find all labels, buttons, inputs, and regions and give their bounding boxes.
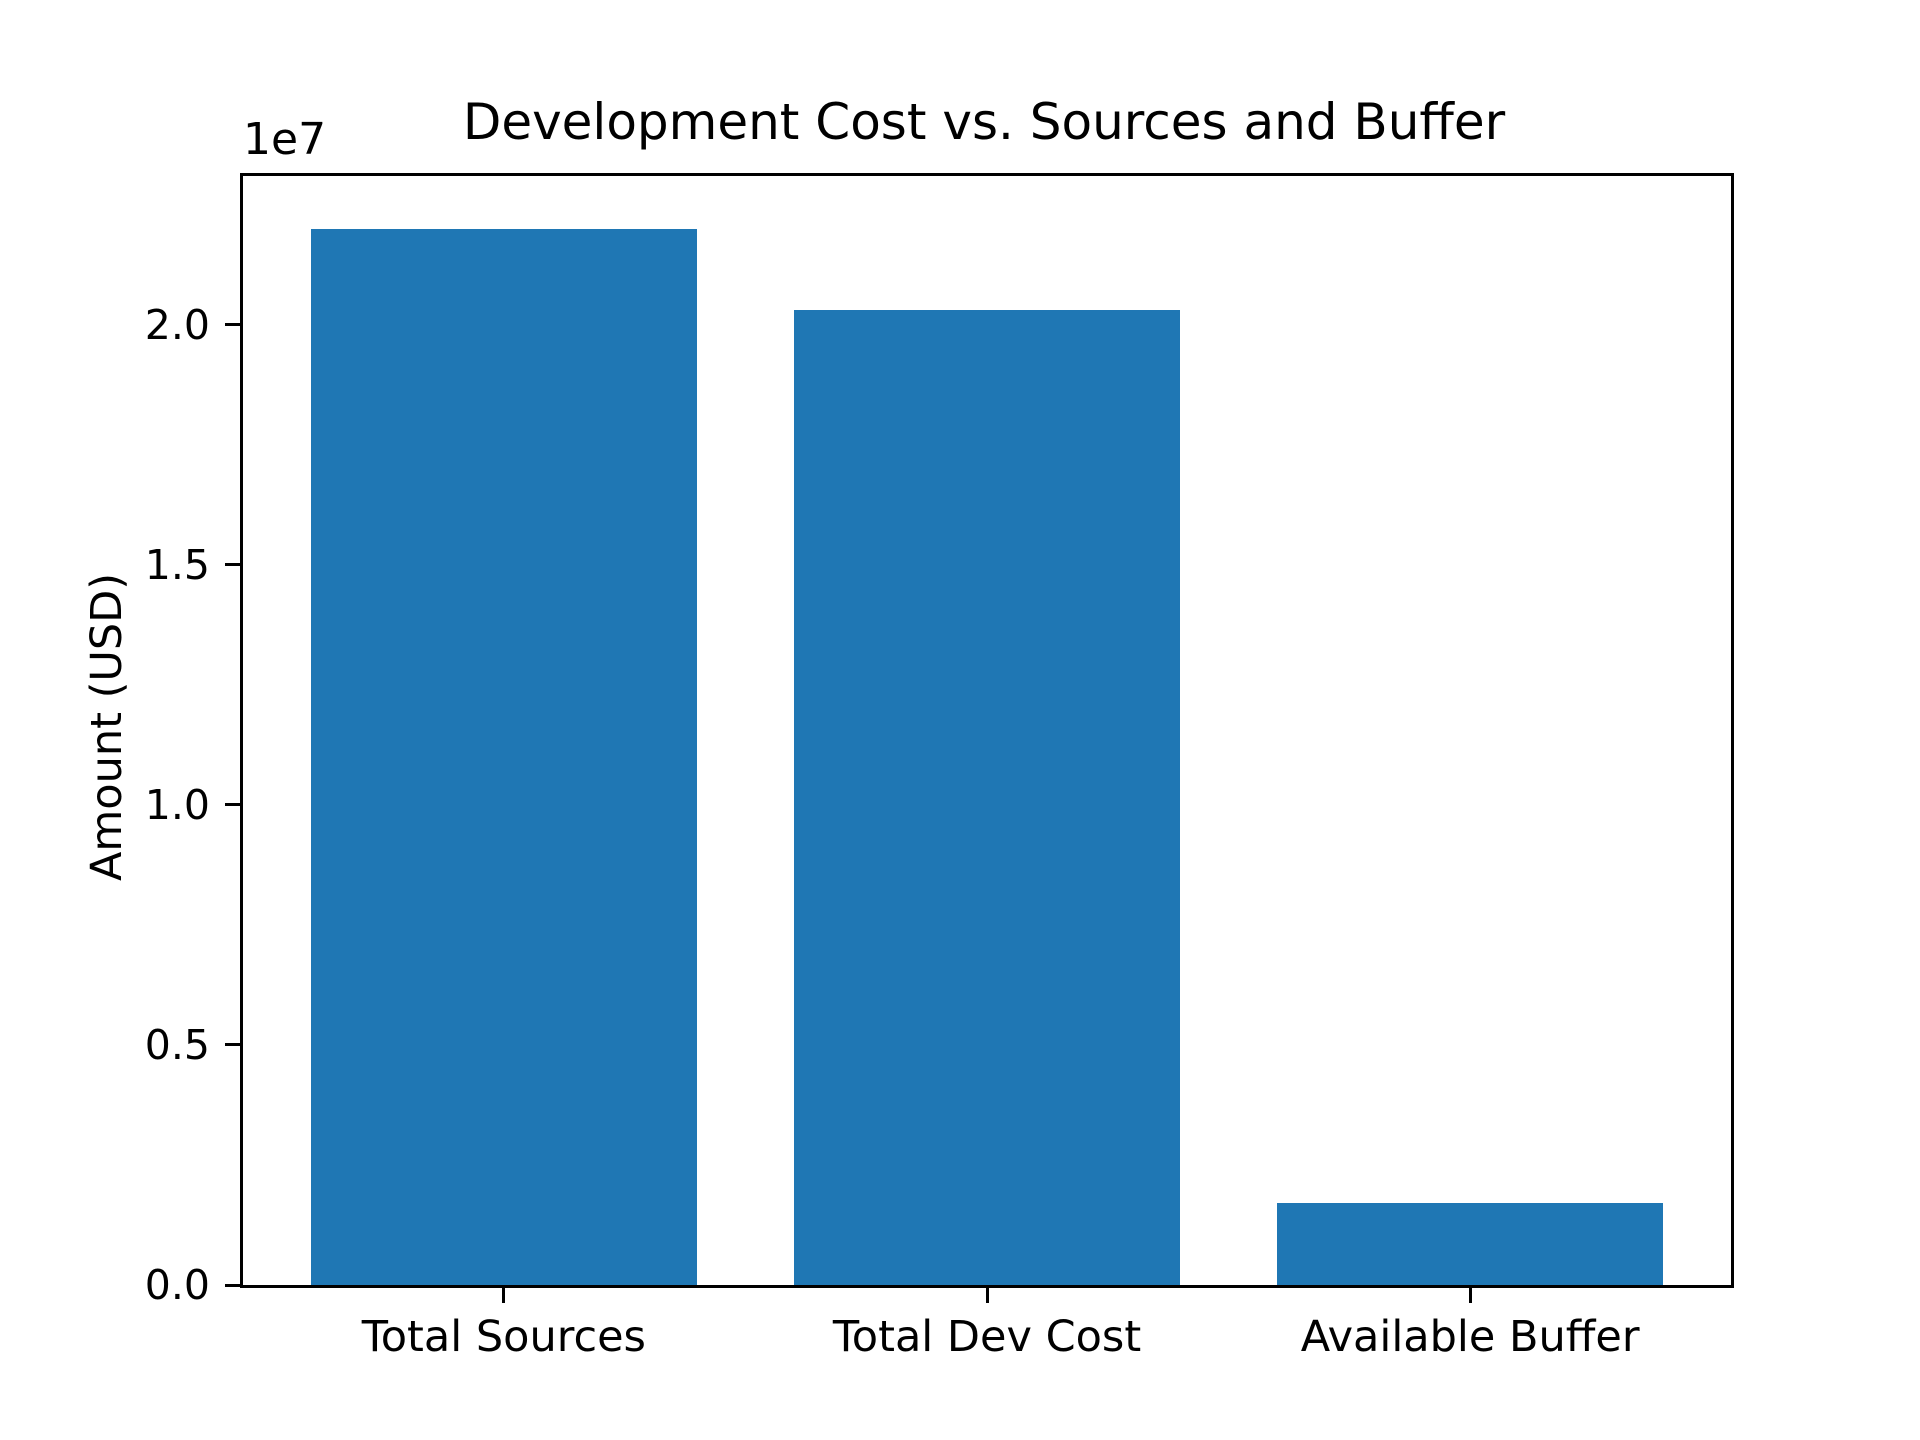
y-tick-mark-0.0 [225, 1283, 240, 1287]
x-tick-mark-total-dev-cost [985, 1288, 989, 1303]
bar-available-buffer [1276, 1203, 1664, 1285]
y-tick-label-1.0: 1.0 [144, 780, 210, 829]
x-tick-label-available-buffer: Available Buffer [1300, 1312, 1640, 1362]
y-tick-mark-1.0 [225, 803, 240, 807]
bar-total-sources [310, 228, 698, 1285]
x-tick-mark-available-buffer [1468, 1288, 1472, 1303]
y-tick-label-1.5: 1.5 [144, 540, 210, 589]
y-tick-mark-2.0 [225, 323, 240, 327]
plot-area: 0.0 0.5 1.0 1.5 2.0 Total Sources Total Dev C… [145, 173, 1734, 1362]
y-axis-offset-text: 1e7 [243, 114, 327, 165]
chart-title: Development Cost vs. Sources and Buffer [462, 93, 1506, 151]
bar-total-dev-cost [793, 310, 1181, 1285]
y-tick-mark-0.5 [225, 1043, 240, 1047]
x-tick-label-total-dev-cost: Total Dev Cost [832, 1312, 1142, 1362]
x-tick-label-total-sources: Total Sources [361, 1312, 646, 1362]
x-tick-mark-total-sources [502, 1288, 506, 1303]
y-tick-label-0.5: 0.5 [144, 1020, 210, 1069]
y-tick-label-2.0: 2.0 [144, 300, 210, 349]
y-tick-mark-1.5 [225, 563, 240, 567]
y-axis-label: Amount (USD) [82, 572, 132, 882]
y-tick-label-0.0: 0.0 [144, 1261, 210, 1309]
